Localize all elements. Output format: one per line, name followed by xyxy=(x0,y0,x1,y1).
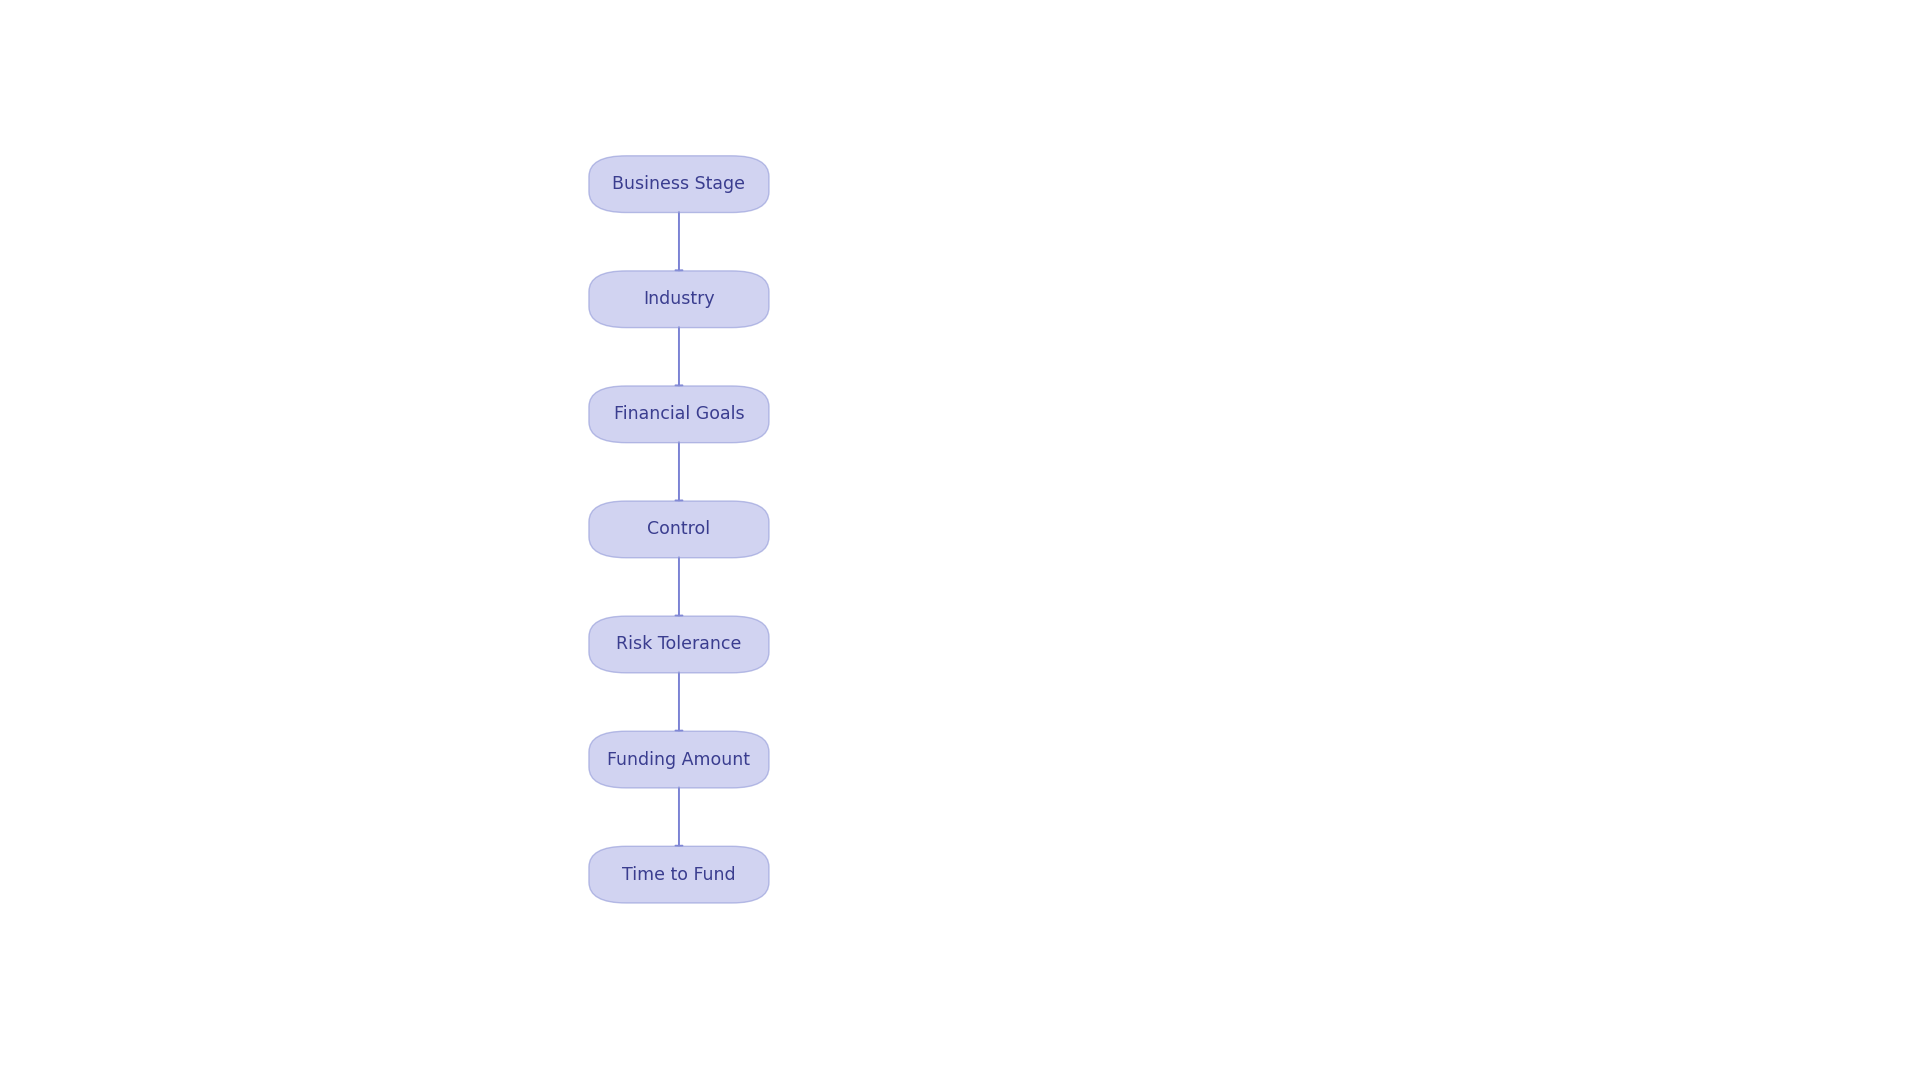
Text: Financial Goals: Financial Goals xyxy=(614,405,745,423)
FancyBboxPatch shape xyxy=(589,156,770,212)
Text: Risk Tolerance: Risk Tolerance xyxy=(616,636,741,653)
FancyBboxPatch shape xyxy=(589,846,770,903)
Text: Control: Control xyxy=(647,521,710,538)
FancyBboxPatch shape xyxy=(589,271,770,327)
Text: Funding Amount: Funding Amount xyxy=(607,751,751,769)
FancyBboxPatch shape xyxy=(589,386,770,443)
FancyBboxPatch shape xyxy=(589,731,770,788)
Text: Business Stage: Business Stage xyxy=(612,175,745,193)
FancyBboxPatch shape xyxy=(589,616,770,673)
Text: Time to Fund: Time to Fund xyxy=(622,865,735,884)
FancyBboxPatch shape xyxy=(589,501,770,558)
Text: Industry: Industry xyxy=(643,290,714,309)
